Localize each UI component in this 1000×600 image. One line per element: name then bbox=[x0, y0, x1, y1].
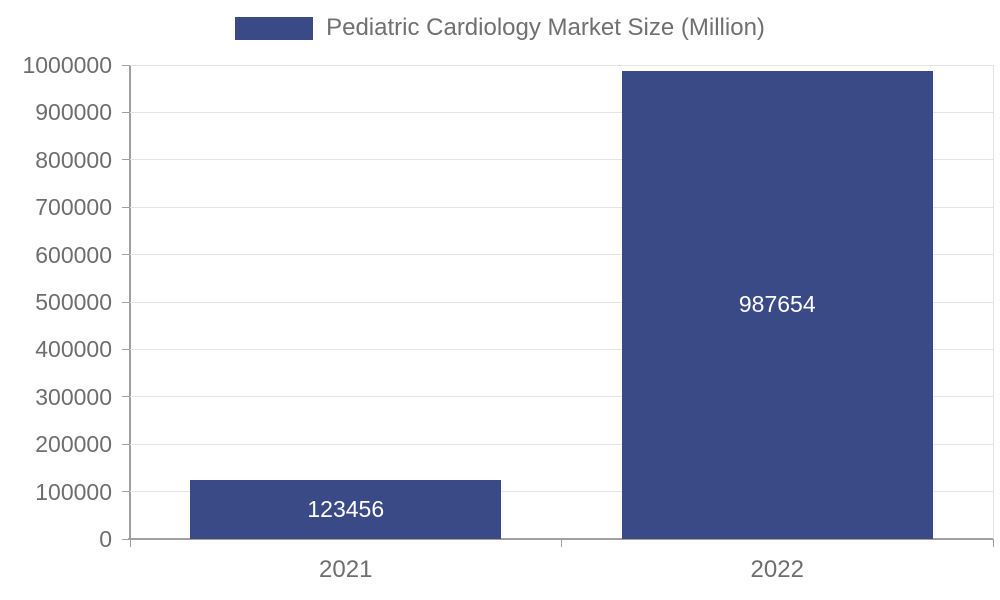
y-tick-mark bbox=[122, 206, 130, 208]
y-tick-mark bbox=[122, 491, 130, 493]
y-tick-mark bbox=[122, 254, 130, 256]
legend-item[interactable]: Pediatric Cardiology Market Size (Millio… bbox=[235, 14, 765, 42]
gridline bbox=[130, 443, 993, 445]
gridline bbox=[130, 111, 993, 113]
y-tick-mark bbox=[122, 348, 130, 350]
y-tick-mark bbox=[122, 111, 130, 113]
bar-value-label: 123456 bbox=[307, 496, 385, 523]
gridline bbox=[130, 301, 993, 303]
gridline bbox=[130, 159, 993, 161]
y-tick-label: 200000 bbox=[35, 431, 112, 458]
bar[interactable]: 123456 bbox=[190, 480, 502, 539]
legend: Pediatric Cardiology Market Size (Millio… bbox=[0, 14, 1000, 42]
y-tick-mark bbox=[122, 64, 130, 66]
y-tick-label: 900000 bbox=[35, 99, 112, 126]
y-tick-label: 700000 bbox=[35, 194, 112, 221]
gridline bbox=[130, 491, 993, 493]
y-tick-label: 1000000 bbox=[22, 52, 112, 78]
y-tick-mark bbox=[122, 159, 130, 161]
x-tick-label: 2021 bbox=[319, 556, 373, 583]
y-tick-mark bbox=[122, 443, 130, 445]
x-axis-line bbox=[128, 538, 993, 540]
y-tick-label: 800000 bbox=[35, 146, 112, 173]
y-tick-label: 100000 bbox=[35, 478, 112, 505]
gridline bbox=[130, 64, 993, 66]
bar[interactable]: 987654 bbox=[621, 70, 933, 539]
legend-swatch-icon bbox=[235, 16, 314, 40]
gridline bbox=[130, 396, 993, 398]
y-tick-mark bbox=[122, 538, 130, 540]
plot-area: 123456 987654 bbox=[128, 64, 994, 540]
y-tick-label: 600000 bbox=[35, 241, 112, 268]
x-tick-mark bbox=[129, 539, 131, 547]
y-tick-mark bbox=[122, 396, 130, 398]
y-tick-label: 300000 bbox=[35, 383, 112, 410]
y-tick-label: 0 bbox=[99, 526, 112, 552]
gridline bbox=[130, 206, 993, 208]
y-tick-label: 400000 bbox=[35, 336, 112, 363]
gridline bbox=[130, 254, 993, 256]
gridline bbox=[130, 348, 993, 350]
x-tick-label: 2022 bbox=[750, 556, 804, 583]
x-tick-mark bbox=[992, 539, 994, 547]
bar-value-label: 987654 bbox=[738, 291, 816, 318]
y-tick-mark bbox=[122, 301, 130, 303]
y-tick-label: 500000 bbox=[35, 289, 112, 315]
x-tick-mark bbox=[561, 539, 562, 547]
legend-label: Pediatric Cardiology Market Size (Millio… bbox=[326, 14, 765, 41]
